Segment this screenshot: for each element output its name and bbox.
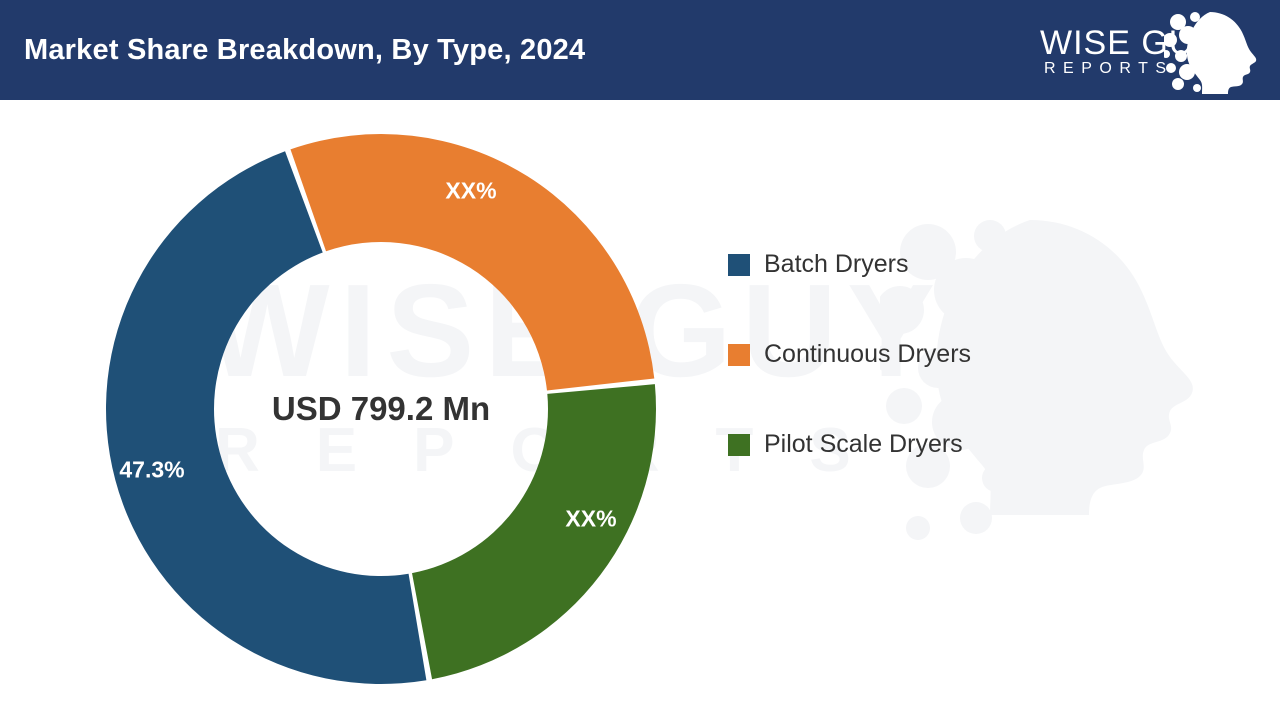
donut-slice-group: [106, 133, 656, 684]
legend-label: Continuous Dryers: [764, 340, 972, 368]
legend-item-pilot-scale-dryers[interactable]: Pilot Scale Dryers: [728, 430, 963, 459]
slice-label-batch-dryers: 47.3%: [119, 456, 185, 483]
donut-slice-pilot-scale-dryers[interactable]: [412, 384, 656, 680]
legend-item-continuous-dryers[interactable]: Continuous Dryers: [728, 340, 971, 369]
legend-swatch-icon: [728, 253, 750, 276]
logo-head-profile-icon: [1164, 12, 1257, 94]
wise-guy-reports-logo: WISE GUY REPORTS: [1014, 6, 1274, 94]
donut-chart: [106, 133, 656, 684]
slice-label-pilot-scale-dryers: XX%: [445, 177, 497, 204]
donut-slice-batch-dryers[interactable]: [106, 151, 427, 684]
chart-canvas: WISE GUY REPORTS 47.3% XX% X: [0, 100, 1280, 720]
legend-label: Batch Dryers: [764, 250, 909, 278]
donut-slice-continuous-dryers[interactable]: [290, 133, 655, 391]
page-title: Market Share Breakdown, By Type, 2024: [24, 34, 586, 66]
page-header: Market Share Breakdown, By Type, 2024 WI…: [0, 0, 1280, 100]
slice-label-continuous-dryers: XX%: [565, 505, 617, 532]
legend-swatch-icon: [728, 433, 750, 456]
legend-swatch-icon: [728, 343, 750, 366]
donut-center-value: USD 799.2 Mn: [271, 390, 491, 427]
legend-label: Pilot Scale Dryers: [764, 430, 963, 458]
legend-item-batch-dryers[interactable]: Batch Dryers: [728, 250, 908, 279]
logo-wordmark-line2: REPORTS: [1044, 60, 1174, 77]
